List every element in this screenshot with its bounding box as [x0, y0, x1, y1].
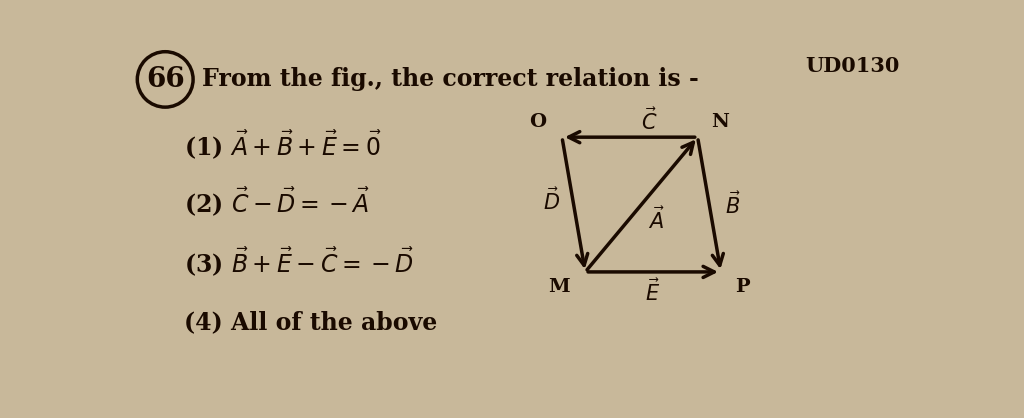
Text: (1) $\vec{A}+\vec{B}+\vec{E}=\vec{0}$: (1) $\vec{A}+\vec{B}+\vec{E}=\vec{0}$	[183, 128, 381, 161]
Text: $\vec{E}$: $\vec{E}$	[645, 278, 660, 305]
Text: (3) $\vec{B}+\vec{E}-\vec{C}=-\vec{D}$: (3) $\vec{B}+\vec{E}-\vec{C}=-\vec{D}$	[183, 246, 414, 279]
Text: (4) All of the above: (4) All of the above	[183, 310, 437, 334]
Text: O: O	[529, 113, 547, 131]
Text: M: M	[548, 278, 569, 296]
Text: 66: 66	[145, 66, 184, 93]
Text: P: P	[735, 278, 750, 296]
Text: From the fig., the correct relation is -: From the fig., the correct relation is -	[202, 67, 698, 92]
Text: $\vec{B}$: $\vec{B}$	[725, 191, 740, 218]
Text: N: N	[712, 113, 729, 131]
Text: $\vec{D}$: $\vec{D}$	[544, 187, 560, 214]
Text: $\vec{C}$: $\vec{C}$	[641, 107, 657, 134]
Text: $\vec{A}$: $\vec{A}$	[648, 206, 666, 233]
Text: UD0130: UD0130	[805, 56, 899, 76]
Text: (2) $\vec{C}-\vec{D}=-\vec{A}$: (2) $\vec{C}-\vec{D}=-\vec{A}$	[183, 186, 370, 219]
